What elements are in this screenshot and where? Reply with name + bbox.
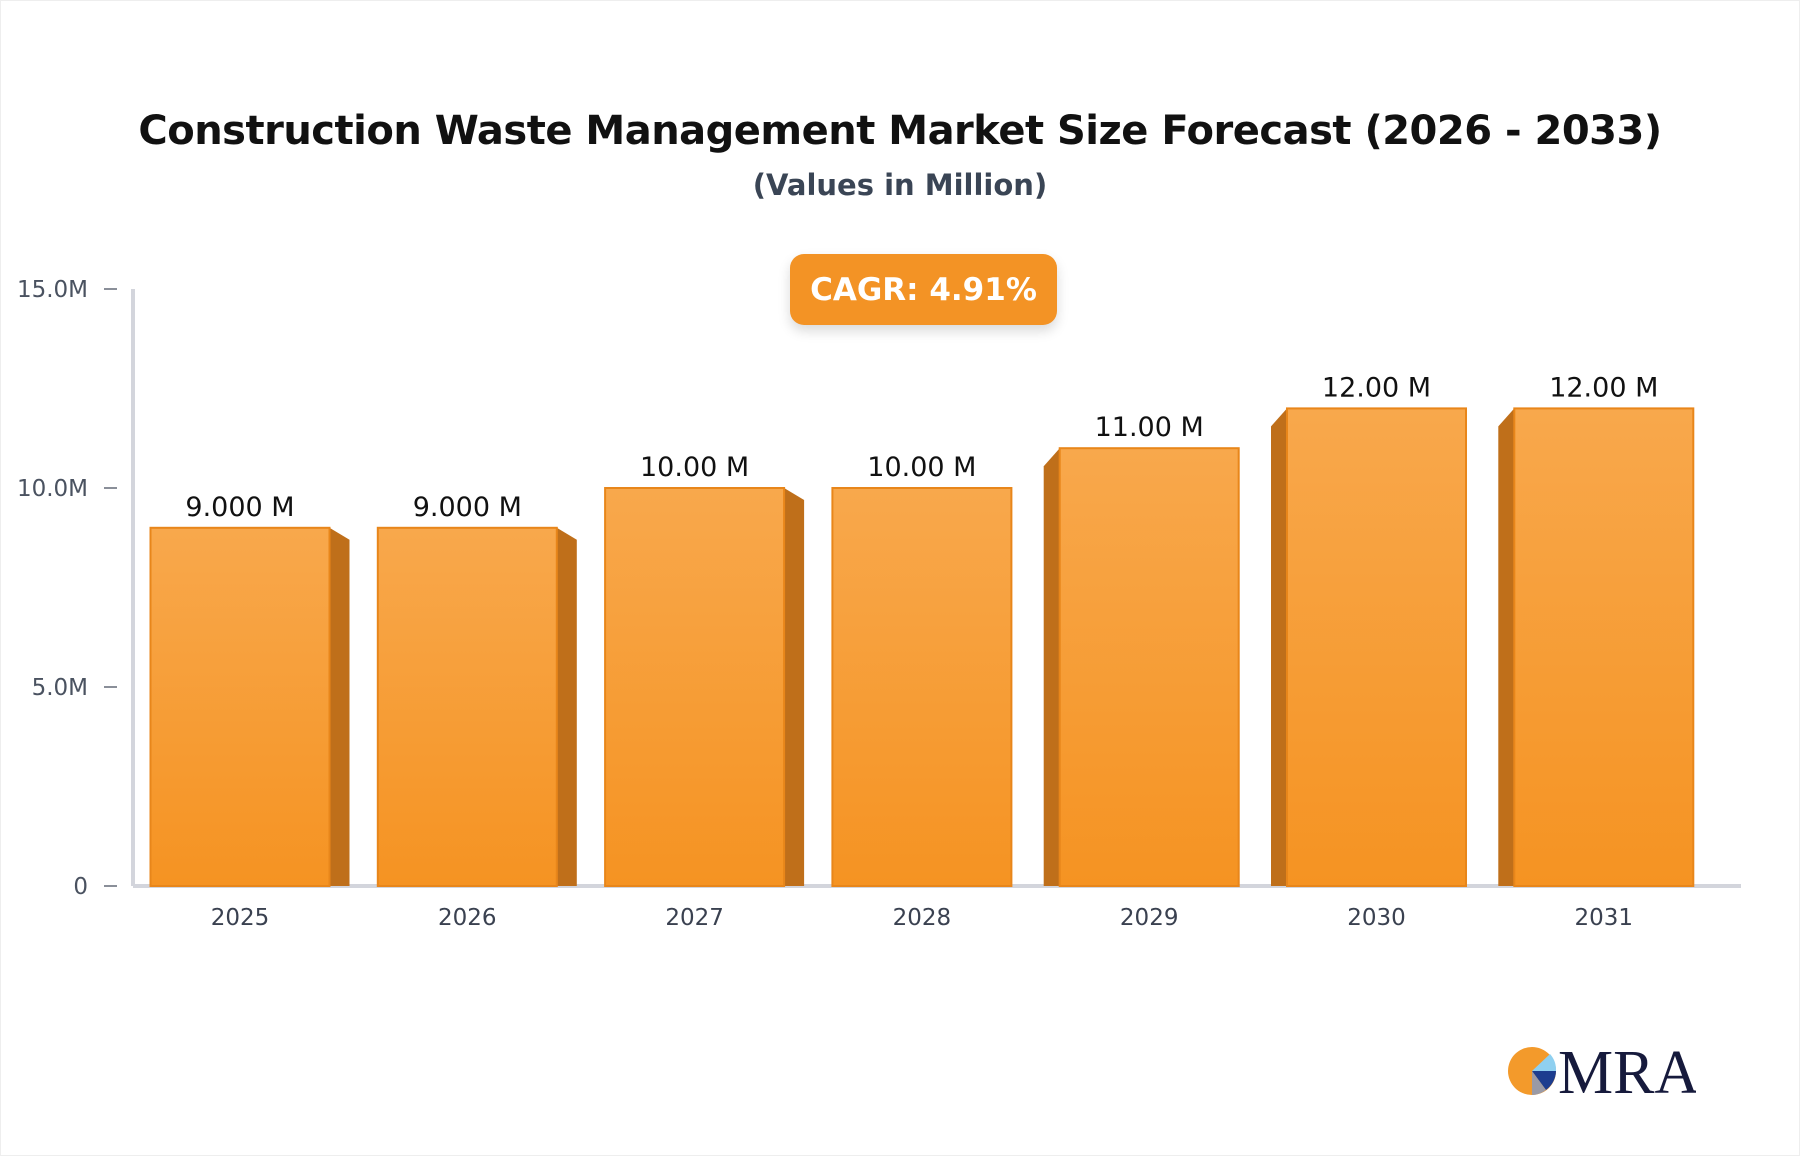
- data-label: 12.00 M: [1549, 372, 1658, 403]
- y-tick-label: 15.0M: [17, 277, 88, 303]
- x-tick-label: 2029: [1120, 905, 1179, 931]
- bar-side: [1043, 448, 1060, 886]
- x-tick-label: 2031: [1575, 905, 1634, 931]
- mra-logo: MRA: [1508, 1040, 1696, 1100]
- bar-side: [329, 527, 350, 886]
- x-tick-label: 2027: [665, 905, 724, 931]
- bar-side: [1498, 408, 1515, 886]
- bar-side: [1271, 408, 1287, 886]
- bar-2030: [1286, 407, 1467, 887]
- bar-2031: [1513, 407, 1695, 887]
- y-tick-label: 10.0M: [17, 476, 88, 502]
- x-tick-label: 2026: [438, 905, 497, 931]
- bar-2025: [149, 526, 331, 887]
- logo-text: MRA: [1558, 1040, 1696, 1100]
- x-tick-label: 2030: [1347, 905, 1406, 931]
- chart-subtitle: (Values in Million): [752, 168, 1048, 202]
- bar-2029: [1058, 447, 1240, 887]
- data-label: 9.000 M: [413, 492, 522, 523]
- bar-2028: [831, 487, 1013, 887]
- cagr-badge: CAGR: 4.91%: [790, 254, 1057, 325]
- chart-title: Construction Waste Management Market Siz…: [138, 108, 1662, 154]
- data-label: 9.000 M: [185, 492, 294, 523]
- bar-side: [556, 527, 577, 886]
- bar-side: [784, 488, 805, 886]
- data-label: 11.00 M: [1095, 412, 1204, 443]
- data-label: 10.00 M: [867, 452, 976, 483]
- bar-2026: [376, 526, 558, 887]
- x-tick-label: 2025: [211, 905, 270, 931]
- bar-2027: [604, 487, 786, 887]
- data-label: 10.00 M: [640, 452, 749, 483]
- y-tick-label: 5.0M: [32, 675, 88, 701]
- x-tick-label: 2028: [893, 905, 952, 931]
- data-label: 12.00 M: [1322, 372, 1431, 403]
- y-tick-label: 0: [73, 874, 88, 900]
